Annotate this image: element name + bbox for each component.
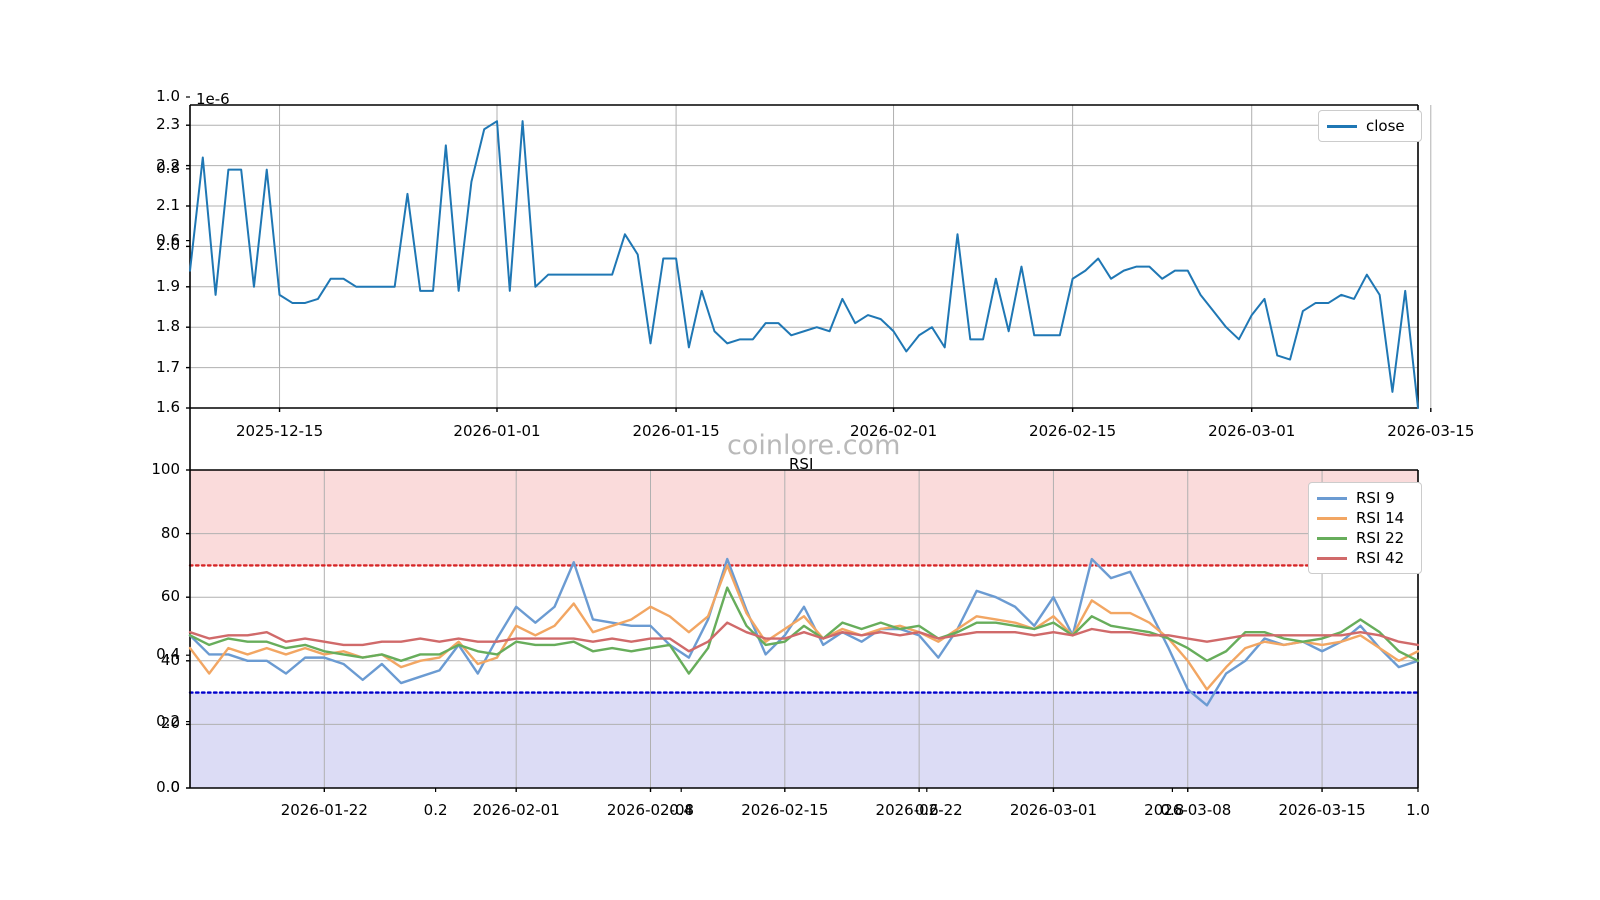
price-xtick-label: 2026-01-01 xyxy=(453,422,541,440)
price-ytick-label: 2.1 xyxy=(156,196,180,214)
rsi-legend-label: RSI 14 xyxy=(1356,509,1405,527)
rsi-legend-label: RSI 22 xyxy=(1356,529,1405,547)
price-axis-offset-label: 1e-6 xyxy=(196,90,230,108)
rsi-legend-item[interactable]: RSI 42 xyxy=(1317,548,1413,568)
price-ytick-label: 2.0 xyxy=(156,236,180,255)
rsi-xtick-label: 2026-02-08 xyxy=(606,801,695,819)
price-ytick-label: 1.7 xyxy=(156,357,180,376)
rsi-xtick-label: 2026-03-01 xyxy=(1009,801,1098,819)
price-xtick-label: 2025-12-15 xyxy=(235,422,324,440)
rsi-legend-item[interactable]: RSI 14 xyxy=(1317,508,1413,528)
rsi-chart-panel: RSI 100 80 60 40 20 0 0.4 0.2 0.0 2026-01-22 202… xyxy=(0,440,1600,900)
rsi-ytick-label: 60 xyxy=(160,587,180,606)
price-chart-panel: 1e-6 2.3 2.2 2.1 2.0 1.9 1.8 1.7 1.6 1.0 0.8 0.6 … xyxy=(156,87,1475,456)
rsi-xtick-label: 2026-02-22 xyxy=(875,801,963,819)
price-ytick-label: 1.9 xyxy=(156,276,180,295)
rsi-ytick-secondary-label: 0.4 xyxy=(156,645,180,664)
legend-line-swatch xyxy=(1327,124,1357,128)
rsi-xtick-label: 2026-02-15 xyxy=(741,801,829,819)
rsi-ytick-secondary-label: 0.0 xyxy=(156,778,180,796)
rsi-legend-item[interactable]: RSI 9 xyxy=(1317,488,1413,508)
price-ytick-secondary-label: 0.6 xyxy=(156,230,180,249)
rsi-xtick-secondary-label: 0.8 xyxy=(1160,801,1185,819)
legend-line-swatch xyxy=(1317,516,1347,520)
rsi-legend-item[interactable]: RSI 22 xyxy=(1317,528,1413,548)
price-xtick-label: 2026-02-15 xyxy=(1029,422,1117,440)
rsi-xtick-secondary-label: 0.4 xyxy=(669,801,694,819)
rsi-xtick-label: 2026-03-08 xyxy=(1144,801,1232,819)
legend-line-swatch xyxy=(1317,536,1347,540)
rsi-legend[interactable]: RSI 9 RSI 14 RSI 22 RSI 42 xyxy=(1308,482,1422,574)
watermark-coinlore: coinlore.com xyxy=(727,430,901,461)
price-legend-item[interactable]: close xyxy=(1327,116,1413,136)
rsi-xtick-secondary-label: 1.0 xyxy=(1406,801,1430,819)
price-xtick-label: 2026-03-01 xyxy=(1208,422,1296,440)
price-ytick-label: 2.2 xyxy=(156,155,180,174)
rsi-legend-label: RSI 42 xyxy=(1356,549,1405,567)
price-plot-svg xyxy=(186,96,1432,456)
price-xtick-label: 2026-03-15 xyxy=(1387,422,1475,440)
rsi-xtick-secondary-label: 0.6 xyxy=(914,801,939,819)
rsi-ytick-label: 0 xyxy=(170,778,180,796)
price-xtick-label: 2026-01-15 xyxy=(632,422,720,440)
rsi-ytick-label: 80 xyxy=(160,523,180,542)
rsi-ytick-label: 40 xyxy=(160,650,180,669)
price-legend[interactable]: close xyxy=(1318,110,1422,142)
rsi-ytick-label: 20 xyxy=(160,714,180,733)
legend-line-swatch xyxy=(1317,556,1347,560)
price-legend-label: close xyxy=(1366,117,1405,135)
price-ytick-label: 2.3 xyxy=(156,115,180,134)
rsi-legend-label: RSI 9 xyxy=(1356,489,1395,507)
rsi-ytick-label: 100 xyxy=(151,460,180,478)
price-ytick-label: 1.6 xyxy=(156,398,180,416)
price-ytick-secondary-label: 0.8 xyxy=(156,158,180,177)
price-xtick-label: 2026-02-01 xyxy=(849,422,938,440)
rsi-xtick-label: 2026-02-01 xyxy=(472,801,560,819)
rsi-xtick-label: 2026-03-15 xyxy=(1278,801,1366,819)
price-ytick-secondary-label: 1.0 xyxy=(156,87,180,105)
rsi-xtick-label: 2026-01-22 xyxy=(280,801,368,819)
rsi-ytick-secondary-label: 0.2 xyxy=(156,711,180,730)
rsi-panel-title: RSI xyxy=(789,455,814,473)
price-ytick-label: 1.8 xyxy=(156,317,180,336)
legend-line-swatch xyxy=(1317,496,1347,500)
rsi-plot-svg xyxy=(186,456,1420,792)
rsi-xtick-secondary-label: 0.2 xyxy=(423,801,448,819)
